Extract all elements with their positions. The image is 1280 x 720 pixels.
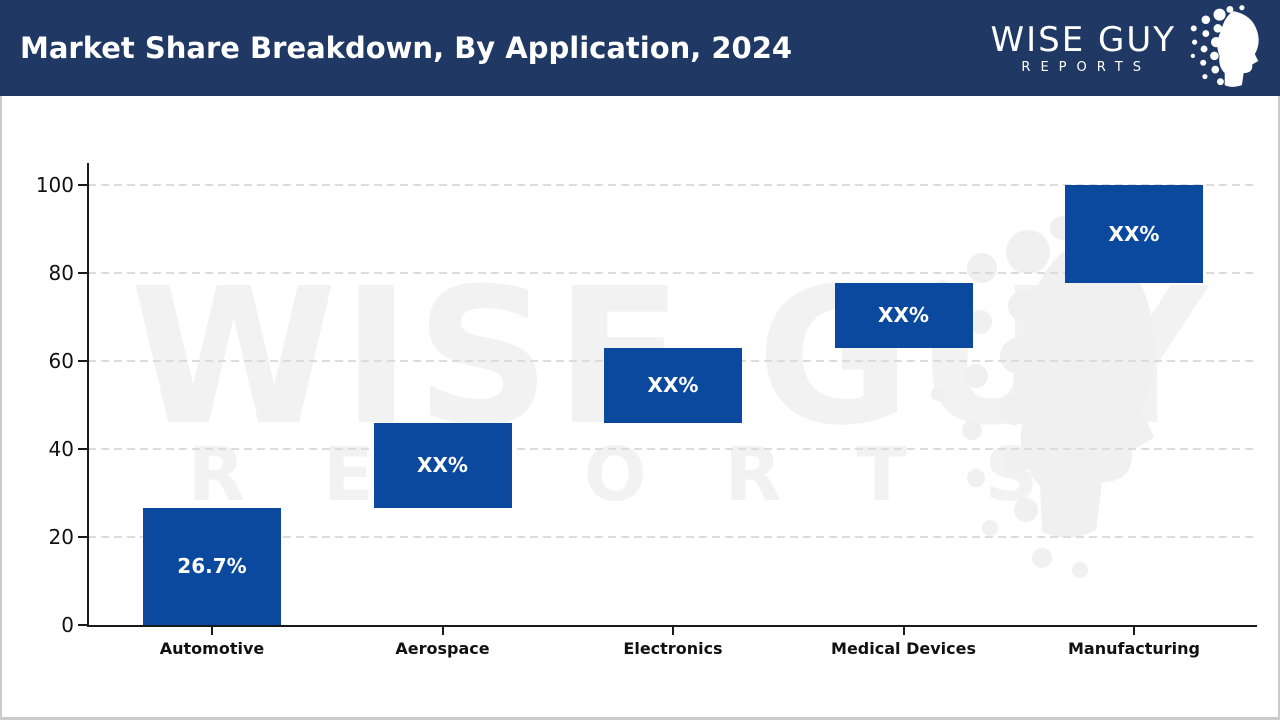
logo-wordmark: WISE GUY — [990, 19, 1176, 60]
gridline-100 — [88, 184, 1256, 186]
y-tick-label-40: 40 — [48, 437, 74, 461]
bar-electronics: XX% — [604, 347, 742, 423]
y-tick-label-0: 0 — [61, 613, 74, 637]
bar-value-label: 26.7% — [177, 554, 247, 579]
y-tick-20 — [78, 536, 87, 538]
bar-automotive: 26.7% — [143, 507, 281, 625]
x-tick-4 — [1133, 627, 1135, 635]
y-tick-80 — [78, 272, 87, 274]
x-tick-label-0: Automotive — [159, 639, 265, 658]
bar-aerospace: XX% — [373, 422, 512, 508]
gridline-20 — [88, 536, 1256, 538]
bar-manufacturing: XX% — [1065, 185, 1203, 284]
gridline-40 — [88, 448, 1256, 450]
x-tick-3 — [902, 627, 905, 635]
y-tick-60 — [78, 360, 87, 362]
y-tick-label-80: 80 — [48, 261, 74, 285]
y-tick-40 — [78, 448, 87, 450]
gridline-80 — [88, 272, 1256, 274]
wise-guy-logo: WISE GUY REPORTS — [990, 4, 1266, 94]
bar-value-label: XX% — [878, 303, 929, 328]
bar-value-label: XX% — [647, 373, 699, 398]
x-tick-label-2: Electronics — [623, 639, 723, 658]
watermark-face-icon — [931, 210, 1155, 578]
page-title: Market Share Breakdown, By Application, … — [20, 31, 793, 65]
x-tick-label-3: Medical Devices — [831, 639, 976, 658]
bar-medical-devices: XX% — [834, 283, 973, 348]
y-axis — [87, 163, 89, 627]
logo-face-icon — [1190, 5, 1259, 87]
logo-text: WISE GUY REPORTS — [990, 19, 1176, 76]
y-tick-label-20: 20 — [48, 525, 74, 549]
watermark-subtext: REPORTS — [188, 432, 1117, 518]
x-tick-label-4: Manufacturing — [1068, 639, 1200, 658]
y-tick-100 — [78, 184, 87, 186]
bar-value-label: XX% — [1108, 222, 1160, 247]
header-bar: Market Share Breakdown, By Application, … — [0, 0, 1280, 96]
x-tick-0 — [211, 627, 213, 635]
bar-value-label: XX% — [417, 453, 468, 478]
x-tick-1 — [441, 627, 444, 635]
x-tick-label-1: Aerospace — [395, 639, 490, 658]
y-tick-0 — [78, 624, 87, 626]
x-tick-2 — [672, 627, 674, 635]
logo-subtext: REPORTS — [1021, 60, 1152, 76]
y-tick-label-60: 60 — [48, 349, 74, 373]
y-tick-label-100: 100 — [35, 173, 74, 197]
x-axis — [87, 625, 1257, 627]
